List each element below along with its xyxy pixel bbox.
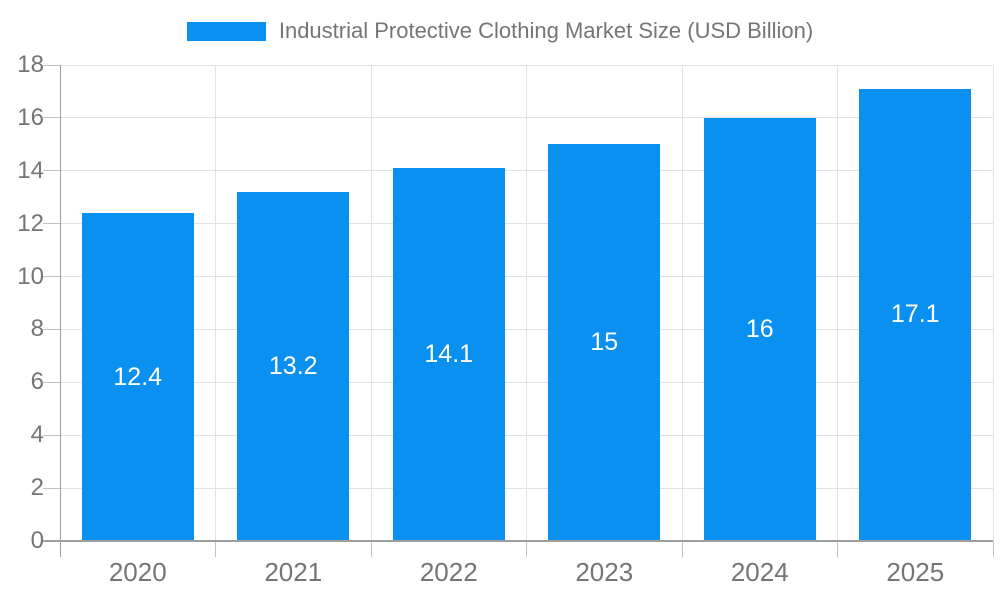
y-axis-tick xyxy=(43,117,60,119)
y-tick-label: 0 xyxy=(30,527,44,554)
x-tick-label: 2022 xyxy=(419,557,478,587)
bar[interactable]: 13.2 xyxy=(237,191,350,541)
v-gridline xyxy=(837,65,838,541)
bar[interactable]: 14.1 xyxy=(392,168,505,541)
bar-value-label: 16 xyxy=(745,314,774,343)
x-tick-label: 2024 xyxy=(730,557,789,587)
x-axis-line xyxy=(43,540,993,542)
bar-value-label: 15 xyxy=(590,328,619,357)
v-gridline xyxy=(526,65,527,541)
legend[interactable]: Industrial Protective Clothing Market Si… xyxy=(0,18,1000,44)
x-axis-tick xyxy=(370,541,372,557)
x-tick-label: 2025 xyxy=(886,557,945,587)
legend-swatch xyxy=(186,21,266,41)
x-axis-tick xyxy=(681,541,683,557)
bar-value-label: 12.4 xyxy=(113,362,163,391)
bar[interactable]: 16 xyxy=(703,117,816,541)
y-axis-tick xyxy=(43,170,60,172)
bar-value-label: 17.1 xyxy=(890,300,940,329)
v-gridline xyxy=(370,65,372,541)
bar-value-label: 13.2 xyxy=(268,351,318,380)
y-tick-label: 10 xyxy=(17,262,44,290)
x-axis-tick xyxy=(215,541,216,557)
bar-value-label: 14.1 xyxy=(424,340,474,369)
bar[interactable]: 17.1 xyxy=(859,88,972,541)
y-axis-line xyxy=(59,65,61,557)
x-axis-tick xyxy=(992,541,994,557)
bar[interactable]: 15 xyxy=(548,144,661,541)
x-axis-tick xyxy=(837,541,838,557)
y-axis-tick xyxy=(43,381,60,383)
y-axis-tick xyxy=(43,328,60,330)
y-tick-label: 8 xyxy=(30,315,44,343)
y-tick-label: 12 xyxy=(17,209,44,237)
v-gridline xyxy=(681,65,683,541)
y-axis-tick xyxy=(43,276,60,278)
x-tick-label: 2020 xyxy=(108,557,167,587)
y-axis-tick xyxy=(43,223,60,225)
legend-label: Industrial Protective Clothing Market Si… xyxy=(278,18,814,43)
y-tick-label: 4 xyxy=(30,421,44,449)
x-tick-label: 2023 xyxy=(575,557,634,587)
y-axis-tick xyxy=(43,64,60,66)
y-tick-label: 16 xyxy=(17,103,44,131)
x-axis-tick xyxy=(526,541,527,557)
y-axis-tick xyxy=(43,434,60,436)
bar[interactable]: 12.4 xyxy=(81,213,194,541)
v-gridline xyxy=(992,65,994,541)
v-gridline xyxy=(215,65,216,541)
y-tick-label: 2 xyxy=(30,474,44,502)
y-tick-label: 6 xyxy=(30,368,44,396)
x-tick-label: 2021 xyxy=(264,557,323,587)
y-axis-tick xyxy=(43,487,60,489)
y-tick-label: 18 xyxy=(17,51,44,78)
y-tick-label: 14 xyxy=(17,156,44,184)
